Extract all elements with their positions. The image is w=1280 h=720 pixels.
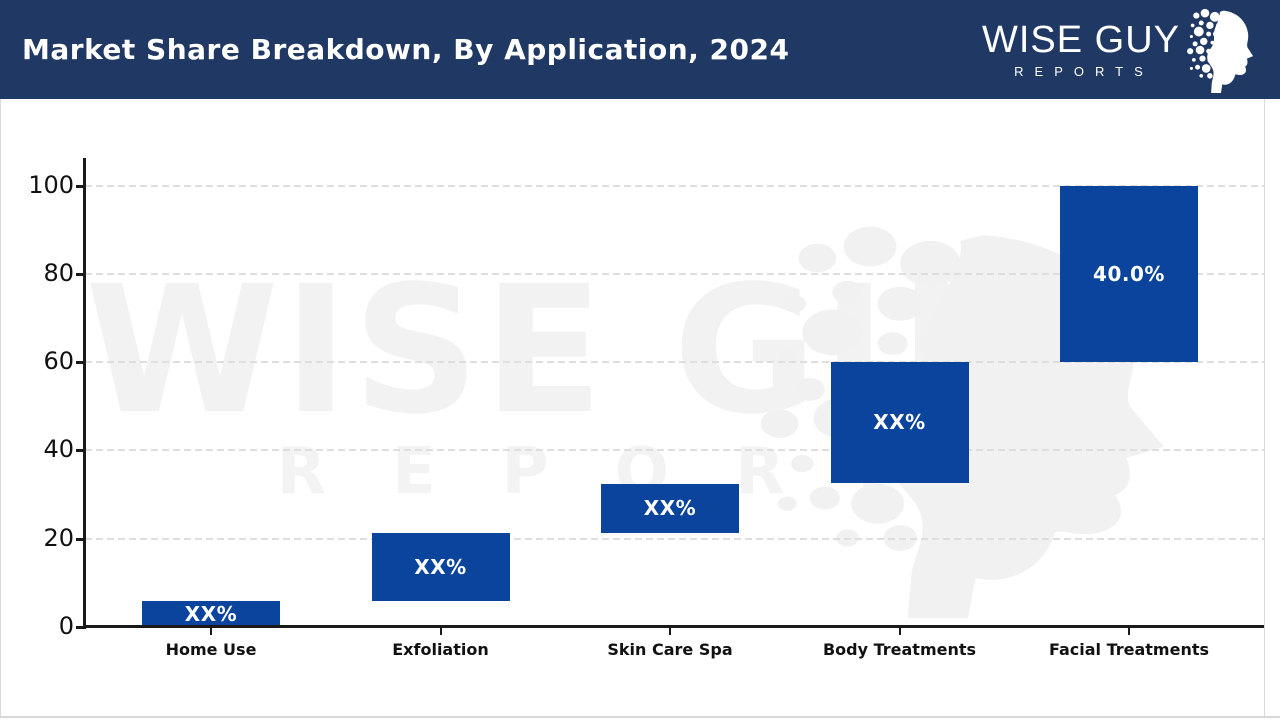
- logo-wordmark: WISE GUY: [981, 18, 1180, 61]
- y-tick-mark: [76, 449, 85, 453]
- bar-value-label: XX%: [184, 601, 238, 626]
- y-tick-label: 40: [43, 435, 74, 464]
- x-axis-label: Facial Treatments: [1048, 640, 1210, 659]
- y-axis-line: [83, 158, 86, 629]
- grid-line: [85, 449, 1264, 452]
- y-tick-mark: [76, 272, 85, 276]
- bar-value-label: XX%: [643, 496, 697, 521]
- x-axis-label: Skin Care Spa: [607, 640, 733, 659]
- bar-facial-treatments: 40.0%: [1060, 185, 1198, 363]
- bar-value-label: 40.0%: [1093, 261, 1165, 286]
- y-tick-label: 0: [58, 612, 74, 640]
- bar-body-treatments: XX%: [830, 361, 969, 484]
- y-tick-mark: [76, 537, 85, 541]
- bar-value-label: XX%: [873, 410, 926, 435]
- x-tick-mark: [1128, 627, 1130, 635]
- y-tick-label: 100: [28, 170, 74, 199]
- bar-skin-care-spa: XX%: [601, 483, 739, 533]
- bar-exfoliation: XX%: [371, 532, 510, 602]
- grid-line: [85, 184, 1264, 187]
- page-bottom-border: [0, 716, 1280, 718]
- x-tick-mark: [439, 627, 442, 635]
- wiseguy-head-icon: [1187, 8, 1254, 93]
- page-title: Market Share Breakdown, By Application, …: [22, 33, 790, 66]
- y-tick-mark: [76, 184, 85, 188]
- x-axis-label: Exfoliation: [392, 640, 489, 659]
- grid-line: [85, 537, 1264, 540]
- bar-value-label: XX%: [414, 554, 467, 579]
- y-tick-label: 60: [43, 347, 74, 376]
- x-axis-line: [83, 624, 1264, 628]
- bar-home-use: XX%: [142, 600, 280, 627]
- y-tick-label: 80: [43, 258, 74, 287]
- y-tick-mark: [76, 626, 85, 629]
- x-axis-label: Home Use: [165, 640, 257, 659]
- y-tick-label: 20: [43, 523, 74, 552]
- x-tick-mark: [898, 627, 901, 635]
- grid-line: [85, 272, 1264, 275]
- x-tick-mark: [669, 627, 671, 635]
- grid-line: [85, 361, 1264, 364]
- wiseguy-logo: WISE GUY REPORTS: [982, 7, 1258, 93]
- x-axis-label: Body Treatments: [822, 640, 977, 659]
- wiseguy-logo-text: WISE GUY REPORTS: [982, 21, 1180, 79]
- x-tick-mark: [210, 627, 212, 635]
- y-tick-mark: [76, 361, 85, 365]
- logo-subtitle: REPORTS: [1014, 63, 1154, 79]
- header-bar: Market Share Breakdown, By Application, …: [0, 0, 1280, 99]
